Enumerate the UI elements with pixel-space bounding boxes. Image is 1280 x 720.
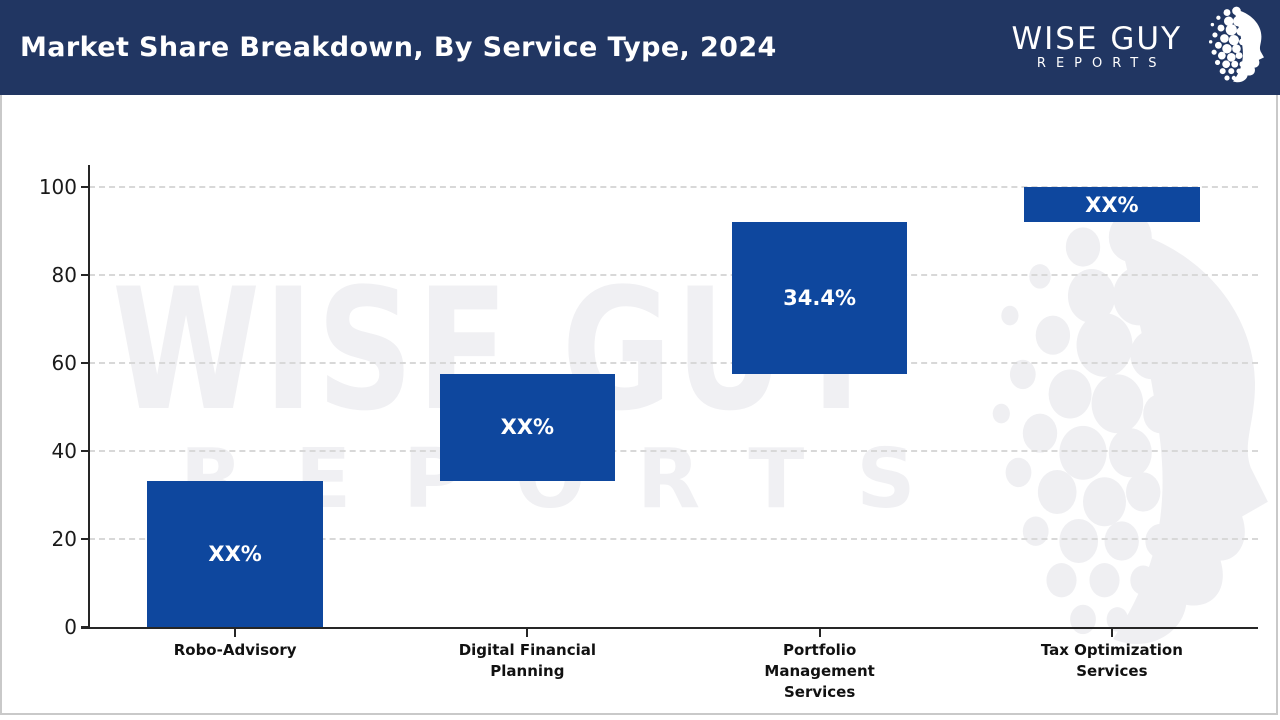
- x-tick-mark: [526, 629, 529, 637]
- y-tick-label: 100: [38, 175, 77, 199]
- y-tick-label: 60: [51, 351, 77, 375]
- bar-tax-optimization-services: XX%: [1024, 187, 1200, 223]
- bar-portfolio-management-services: 34.4%: [731, 222, 908, 374]
- x-category-label: Digital Financial Planning: [458, 641, 597, 680]
- logo-wordmark: WISE GUY: [1011, 21, 1182, 57]
- wise-guy-logo: WISE GUY REPORTS: [1011, 4, 1270, 90]
- bar-value-label: XX%: [500, 415, 555, 440]
- y-tick-label: 40: [51, 439, 77, 463]
- x-category-label: Tax Optimization Services: [1040, 641, 1183, 680]
- y-tick-mark: [81, 538, 89, 540]
- y-tick-mark: [81, 450, 89, 452]
- x-tick-mark: [234, 629, 237, 637]
- chart-title: Market Share Breakdown, By Service Type,…: [20, 32, 777, 63]
- y-axis-line: [88, 165, 90, 629]
- y-tick-label: 80: [51, 263, 77, 287]
- y-tick-mark: [81, 186, 89, 188]
- gridline: [89, 274, 1258, 276]
- bar-digital-financial-planning: XX%: [439, 373, 616, 482]
- wise-guy-head-icon: [1208, 6, 1264, 83]
- x-category-label: Portfolio Management Services: [764, 641, 875, 701]
- gridline: [89, 362, 1258, 364]
- y-tick-label: 0: [64, 615, 77, 639]
- x-axis-line: [81, 627, 1258, 629]
- gridline: [89, 186, 1258, 188]
- x-tick-mark: [1110, 629, 1113, 637]
- gridline: [89, 538, 1258, 540]
- bar-value-label: 34.4%: [783, 285, 857, 310]
- logo-subtext: REPORTS: [1036, 56, 1167, 71]
- bar-value-label: XX%: [1085, 192, 1139, 217]
- y-tick-mark: [81, 362, 89, 364]
- y-tick-mark: [81, 274, 89, 276]
- header-bar: Market Share Breakdown, By Service Type,…: [0, 0, 1280, 95]
- bar-robo-advisory: XX%: [147, 481, 323, 627]
- gridline: [89, 450, 1258, 452]
- x-category-label: Robo-Advisory: [173, 641, 297, 659]
- bar-value-label: XX%: [208, 542, 262, 567]
- y-tick-label: 20: [51, 527, 77, 551]
- x-tick-mark: [818, 629, 821, 637]
